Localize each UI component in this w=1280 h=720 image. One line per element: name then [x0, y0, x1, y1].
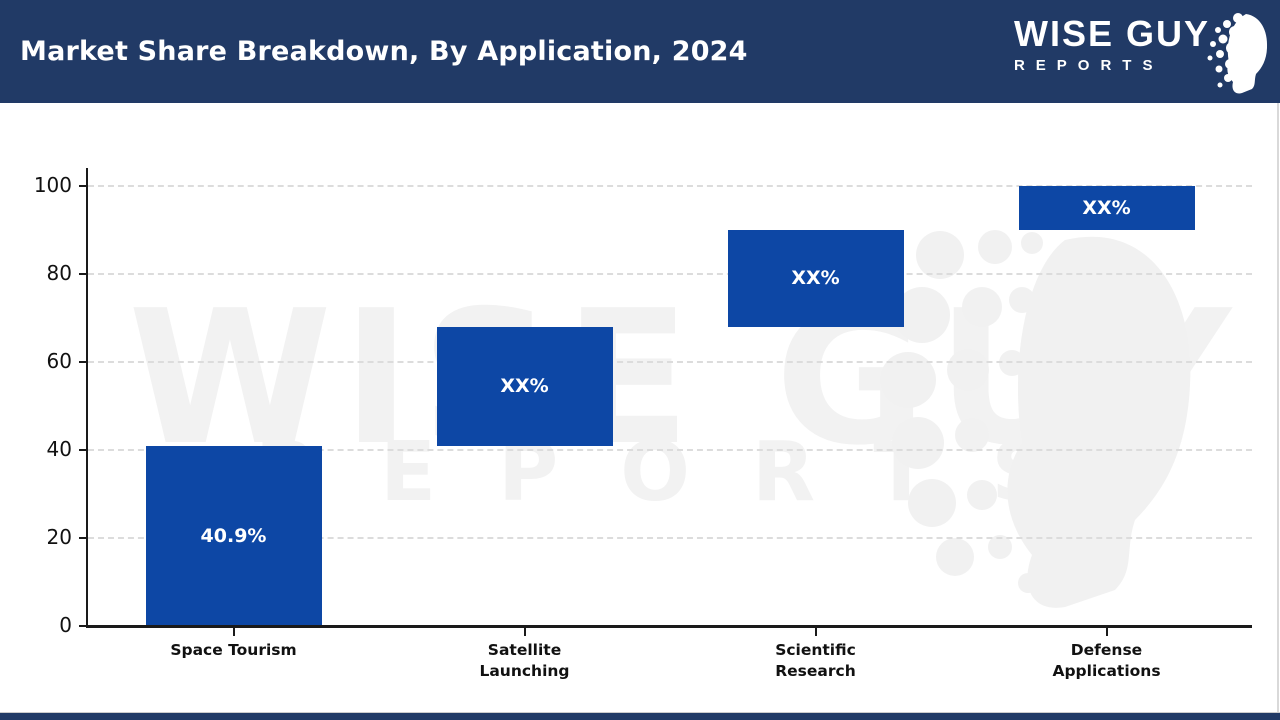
x-tick-mark [232, 628, 235, 636]
y-tick-mark [79, 449, 87, 451]
watermark-face-icon [880, 230, 1191, 608]
header-bar: Market Share Breakdown, By Application, … [0, 0, 1280, 103]
brand-logo: WISE GUY REPORTS [1014, 14, 1210, 76]
y-tick-label: 20 [46, 525, 72, 549]
x-axis-line [88, 625, 1252, 628]
bar-value-label: 40.9% [200, 525, 267, 547]
bar-value-label: XX% [791, 267, 840, 290]
y-tick-label: 60 [46, 349, 72, 373]
gridline-40 [88, 449, 1252, 451]
page-right-border [1277, 103, 1279, 713]
footer-bar [0, 713, 1280, 720]
y-tick-label: 100 [33, 173, 72, 197]
y-tick-label: 0 [59, 613, 72, 637]
gridline-80 [88, 273, 1252, 275]
bar-segment-2: XX% [436, 326, 613, 447]
x-tick-mark [1105, 628, 1108, 636]
y-tick-mark [79, 185, 87, 187]
page-title: Market Share Breakdown, By Application, … [20, 36, 748, 67]
y-axis-line [86, 168, 88, 628]
bar-segment-4: XX% [1018, 186, 1195, 230]
x-category-label: Satellite Launching [479, 641, 570, 680]
x-category-label: Scientific Research [775, 641, 856, 680]
bar-segment-3: XX% [727, 230, 904, 327]
y-tick-mark [79, 361, 87, 363]
y-tick-label: 40 [46, 437, 72, 461]
waterfall-chart: 0 20 40 60 80 100 40.9% Space Tourism XX% Satelli… [0, 103, 1280, 713]
y-tick-mark [79, 273, 87, 275]
x-tick-mark [814, 628, 817, 636]
bar-segment-1: 40.9% [145, 446, 322, 626]
x-tick-mark [523, 628, 526, 636]
gridline-100 [88, 185, 1252, 187]
y-tick-mark [79, 537, 87, 539]
x-category-label: Space Tourism [170, 641, 297, 659]
y-tick-mark [79, 625, 87, 627]
gridline-20 [88, 537, 1252, 539]
bar-value-label: XX% [500, 375, 549, 398]
brand-face-icon [1207, 13, 1268, 94]
gridline-60 [88, 361, 1252, 363]
brand-logo-wordmark: WISE GUY [1013, 13, 1210, 54]
x-category-label: Defense Applications [1052, 641, 1161, 680]
bar-value-label: XX% [1082, 197, 1131, 219]
y-tick-label: 80 [46, 261, 72, 285]
brand-logo-subtitle: REPORTS [1013, 57, 1164, 74]
footer-hairline [0, 712, 1280, 713]
